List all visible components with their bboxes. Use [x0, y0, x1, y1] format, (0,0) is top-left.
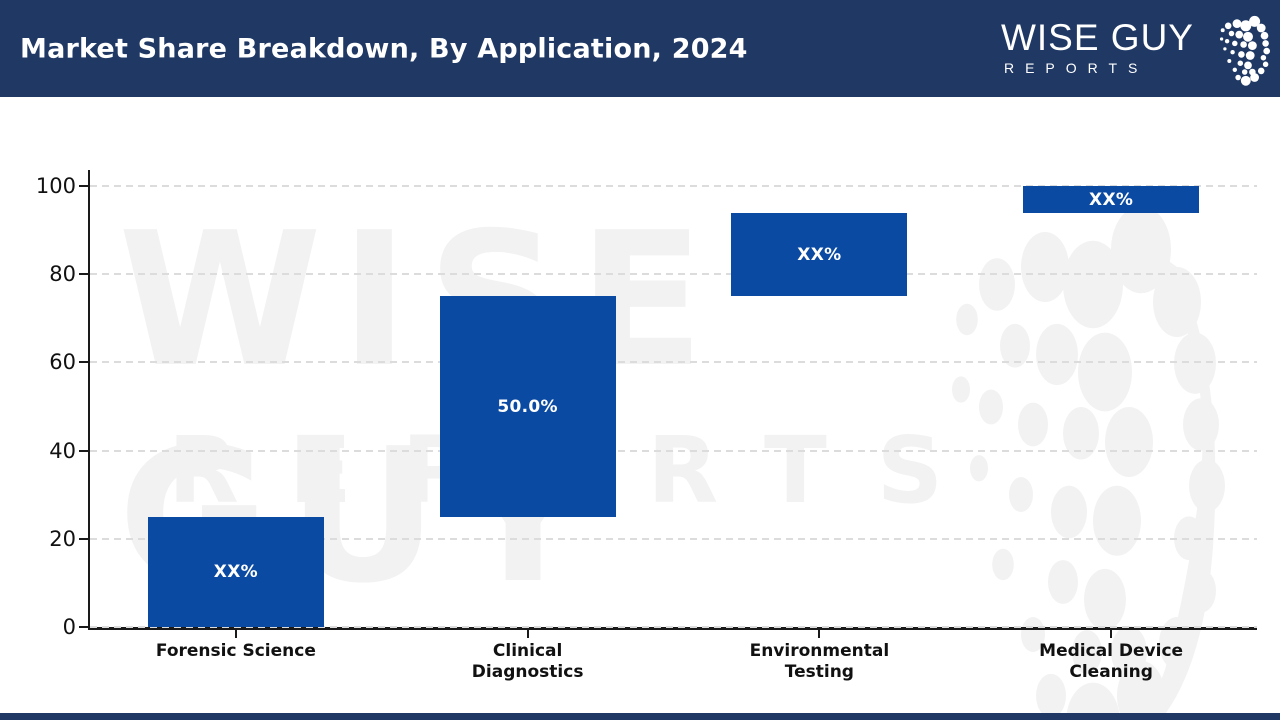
- x-category-label-line: Forensic Science: [155, 641, 316, 661]
- bar-value-label: XX%: [1089, 189, 1134, 210]
- y-tick-label: 80: [49, 262, 76, 287]
- gridline: [90, 273, 1257, 276]
- x-category-label-line: Testing: [784, 662, 854, 683]
- bar-2: 50.0%: [439, 296, 616, 517]
- x-axis-tick: [818, 630, 821, 638]
- page-title: Market Share Breakdown, By Application, …: [20, 33, 748, 64]
- brand-logo-text: WISE GUY REPORTS: [1001, 19, 1194, 76]
- y-tick-label: 0: [62, 615, 76, 639]
- gridline: [90, 361, 1257, 364]
- y-axis-tick: [79, 537, 88, 540]
- y-axis-tick: [79, 449, 88, 452]
- y-tick-label: 20: [49, 526, 76, 551]
- gridline: [90, 449, 1257, 452]
- brand-subtitle: REPORTS: [1003, 60, 1149, 76]
- y-axis-tick: [79, 185, 88, 187]
- y-axis-tick: [79, 361, 88, 364]
- x-category-label-line: Medical Device: [1039, 641, 1184, 661]
- bar-value-label: XX%: [213, 561, 258, 582]
- brand-logo: WISE GUY REPORTS: [1001, 3, 1270, 95]
- bar-3: XX%: [731, 213, 908, 297]
- x-category-label: Medical Device Cleaning: [1039, 641, 1183, 684]
- gridline: [90, 537, 1257, 540]
- gridline: [90, 185, 1257, 187]
- chart-area: WISE GUY REPORTS 020406080100XX%Forensic…: [0, 97, 1280, 713]
- x-category-label-line: Diagnostics: [471, 662, 584, 683]
- y-tick-label: 100: [35, 174, 76, 198]
- header-bar: Market Share Breakdown, By Application, …: [0, 0, 1280, 97]
- brand-name: WISE GUY: [1000, 17, 1194, 58]
- y-tick-label: 60: [49, 350, 76, 375]
- y-axis-tick: [79, 626, 88, 628]
- bar-1: XX%: [147, 516, 324, 627]
- brand-face-icon: [1219, 15, 1270, 86]
- x-category-label-line: Cleaning: [1069, 662, 1153, 683]
- footer-bar: [0, 713, 1280, 720]
- y-axis-tick: [79, 273, 88, 276]
- plot-area: 0 20 40 60 80 100 XX% Forensic Science 50.0% Clin…: [36, 170, 1257, 682]
- y-tick-label: 40: [49, 438, 76, 463]
- x-axis-tick: [234, 630, 237, 638]
- bar-4: XX%: [1023, 186, 1200, 214]
- x-category-label: Clinical Diagnostics: [472, 641, 584, 684]
- x-axis-tick: [526, 630, 529, 638]
- x-category-label-line: Clinical: [492, 641, 563, 661]
- gridline: [90, 626, 1257, 628]
- x-category-label: Environmental Testing: [750, 641, 890, 684]
- bar-value-label: XX%: [797, 244, 842, 265]
- x-category-label-line: Environmental: [749, 641, 890, 661]
- x-axis-tick: [1110, 630, 1113, 638]
- x-category-label: Forensic Science: [156, 641, 316, 662]
- bar-value-label: 50.0%: [497, 396, 558, 417]
